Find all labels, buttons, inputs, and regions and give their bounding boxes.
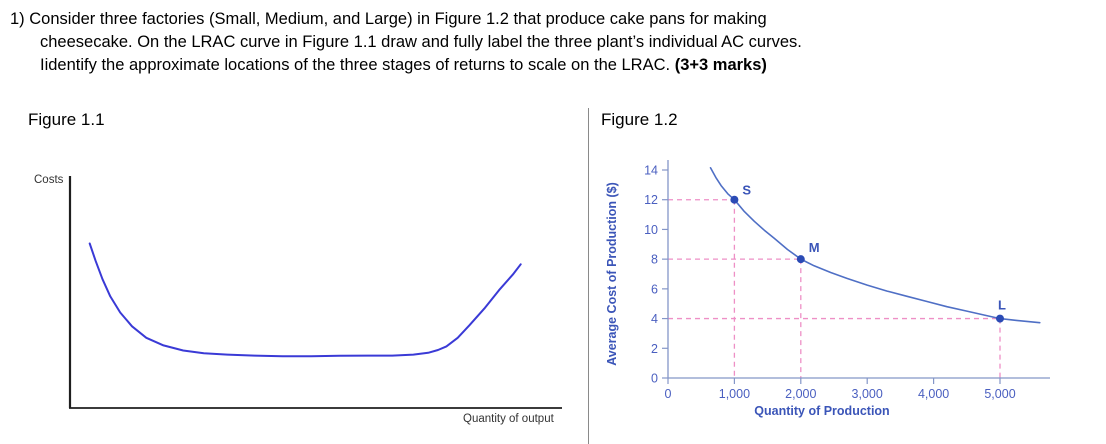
fig2-data-points-group: S M L <box>730 183 1006 323</box>
figure-1-1-label: Figure 1.1 <box>28 110 105 129</box>
y-tick-label: 10 <box>644 223 658 237</box>
fig2-guide-lines-group <box>668 199 1001 378</box>
question-line-3: Iidentify the approximate locations of t… <box>10 54 1100 77</box>
lrac-curve <box>88 242 522 358</box>
y-tick-label: 2 <box>651 342 658 356</box>
question-line-2: cheesecake. On the LRAC curve in Figure … <box>40 33 802 51</box>
point-label-M: M <box>809 240 820 255</box>
figure-divider <box>588 108 589 444</box>
y-tick-label: 6 <box>651 282 658 296</box>
x-tick-label: 1,000 <box>719 387 750 401</box>
question-line-1: 1) Consider three factories (Small, Medi… <box>10 10 767 28</box>
x-tick-label: 5,000 <box>984 387 1015 401</box>
fig1-y-axis-title: Costs <box>34 174 64 186</box>
fig1-x-axis-title: Quantity of output <box>463 413 555 425</box>
fig2-y-axis-title: Average Cost of Production ($) <box>605 182 619 366</box>
fig1-lrac-curve-group <box>88 242 522 358</box>
question-line-3-text: Iidentify the approximate locations of t… <box>40 56 671 74</box>
point-label-L: L <box>998 298 1006 313</box>
data-point-M <box>796 255 805 264</box>
fig2-ac-curve-group <box>709 167 1041 324</box>
y-tick-label: 4 <box>651 312 658 326</box>
y-tick-label: 0 <box>651 372 658 386</box>
x-tick-label: 2,000 <box>785 387 816 401</box>
x-tick-label: 3,000 <box>852 387 883 401</box>
data-point-L <box>996 314 1004 323</box>
question-text: 1) Consider three factories (Small, Medi… <box>10 8 1100 77</box>
point-label-S: S <box>742 183 751 198</box>
x-tick-label: 0 <box>665 387 672 401</box>
figure-1-2-label: Figure 1.2 <box>601 110 678 129</box>
x-tick-label: 4,000 <box>918 387 949 401</box>
fig2-ticks-group: 0 2 4 6 8 10 12 14 0 1,000 2,000 3,000 4,000 5,000 <box>644 164 1016 402</box>
figure-1-2-chart: 0 2 4 6 8 10 12 14 0 1,000 2,000 3,000 4,000 5,000 S M… <box>605 160 1050 418</box>
y-tick-label: 14 <box>644 164 658 178</box>
question-marks: (3+3 marks) <box>674 56 767 74</box>
fig2-x-axis-title: Quantity of Production <box>754 404 889 418</box>
y-tick-label: 8 <box>651 253 658 267</box>
ac-curve <box>709 167 1041 324</box>
y-tick-label: 12 <box>644 193 658 207</box>
data-point-S <box>730 195 739 204</box>
figure-1-1-chart: Costs Quantity of output <box>34 174 562 425</box>
